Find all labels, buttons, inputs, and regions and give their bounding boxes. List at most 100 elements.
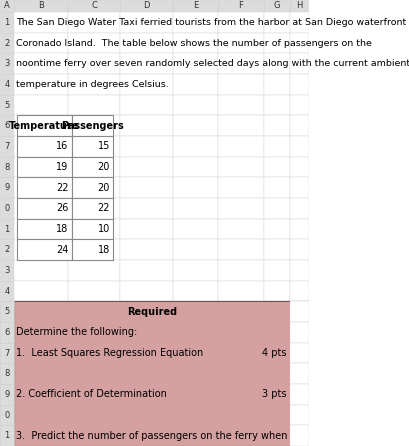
- Bar: [120, 54, 173, 74]
- Bar: [289, 260, 308, 281]
- Bar: [67, 74, 120, 95]
- Bar: [0, 322, 13, 343]
- Bar: [218, 322, 263, 343]
- Bar: [67, 0, 120, 12]
- Text: 1: 1: [4, 18, 9, 27]
- Bar: [17, 116, 71, 136]
- Bar: [0, 425, 13, 446]
- Bar: [263, 301, 289, 322]
- Bar: [173, 260, 218, 281]
- Bar: [263, 425, 289, 446]
- Bar: [289, 322, 308, 343]
- Bar: [0, 0, 13, 12]
- Bar: [71, 219, 112, 240]
- Bar: [0, 343, 13, 363]
- Bar: [289, 322, 308, 343]
- Bar: [0, 384, 13, 405]
- Text: 6: 6: [4, 121, 9, 130]
- Bar: [120, 157, 173, 178]
- Bar: [289, 425, 308, 446]
- Bar: [120, 198, 173, 219]
- Bar: [71, 240, 112, 260]
- Bar: [71, 198, 112, 219]
- Bar: [67, 198, 120, 219]
- Bar: [289, 343, 308, 363]
- Bar: [17, 157, 71, 178]
- Bar: [218, 74, 263, 95]
- Text: B: B: [38, 1, 43, 11]
- Text: 2. Coefficient of Determination: 2. Coefficient of Determination: [16, 389, 166, 399]
- Bar: [120, 281, 173, 301]
- Bar: [120, 0, 173, 12]
- Text: 2: 2: [4, 38, 9, 48]
- Text: 9: 9: [4, 390, 9, 399]
- Text: 5: 5: [4, 307, 9, 316]
- Bar: [263, 157, 289, 178]
- Bar: [289, 33, 308, 54]
- Bar: [173, 136, 218, 157]
- Bar: [67, 322, 120, 343]
- Bar: [0, 322, 13, 343]
- Bar: [67, 157, 120, 178]
- Bar: [218, 281, 263, 301]
- Bar: [218, 178, 263, 198]
- Text: G: G: [273, 1, 279, 11]
- Text: 2: 2: [4, 245, 9, 254]
- Bar: [289, 136, 308, 157]
- Bar: [218, 384, 263, 405]
- Text: 3 pts: 3 pts: [261, 389, 285, 399]
- Bar: [13, 116, 67, 136]
- Text: noontime ferry over seven randomly selected days along with the current ambient: noontime ferry over seven randomly selec…: [16, 59, 409, 68]
- Bar: [120, 322, 173, 343]
- Bar: [263, 343, 289, 363]
- Bar: [289, 301, 308, 322]
- Bar: [289, 384, 308, 405]
- Bar: [71, 157, 112, 178]
- Bar: [67, 260, 120, 281]
- Bar: [0, 425, 13, 446]
- Text: 22: 22: [56, 183, 68, 193]
- Bar: [0, 116, 13, 136]
- Bar: [67, 219, 120, 240]
- Bar: [289, 343, 308, 363]
- Bar: [218, 54, 263, 74]
- Bar: [0, 260, 13, 281]
- Bar: [0, 281, 13, 301]
- Bar: [17, 178, 71, 198]
- Bar: [67, 363, 120, 384]
- Bar: [0, 343, 13, 363]
- Bar: [67, 54, 120, 74]
- Text: 9: 9: [4, 390, 9, 399]
- Bar: [289, 384, 308, 405]
- Text: 24: 24: [56, 245, 68, 255]
- Bar: [17, 219, 71, 240]
- Bar: [120, 301, 173, 322]
- Bar: [120, 178, 173, 198]
- Bar: [289, 157, 308, 178]
- Bar: [173, 343, 218, 363]
- Text: 22: 22: [97, 203, 110, 213]
- Text: 1: 1: [4, 431, 9, 440]
- Bar: [218, 116, 263, 136]
- Bar: [289, 198, 308, 219]
- Bar: [120, 240, 173, 260]
- Bar: [71, 136, 112, 157]
- Bar: [67, 281, 120, 301]
- Bar: [289, 12, 308, 33]
- Bar: [17, 136, 71, 157]
- Bar: [0, 384, 13, 405]
- Bar: [218, 12, 263, 33]
- Bar: [120, 405, 173, 425]
- Bar: [173, 12, 218, 33]
- Text: 3.  Predict the number of passengers on the ferry when: 3. Predict the number of passengers on t…: [16, 431, 287, 441]
- Bar: [0, 363, 13, 384]
- Bar: [173, 116, 218, 136]
- Text: E: E: [193, 1, 198, 11]
- Bar: [13, 343, 67, 363]
- Bar: [0, 12, 13, 33]
- Bar: [263, 54, 289, 74]
- Bar: [0, 157, 13, 178]
- Bar: [67, 425, 120, 446]
- Bar: [13, 136, 67, 157]
- Bar: [173, 322, 218, 343]
